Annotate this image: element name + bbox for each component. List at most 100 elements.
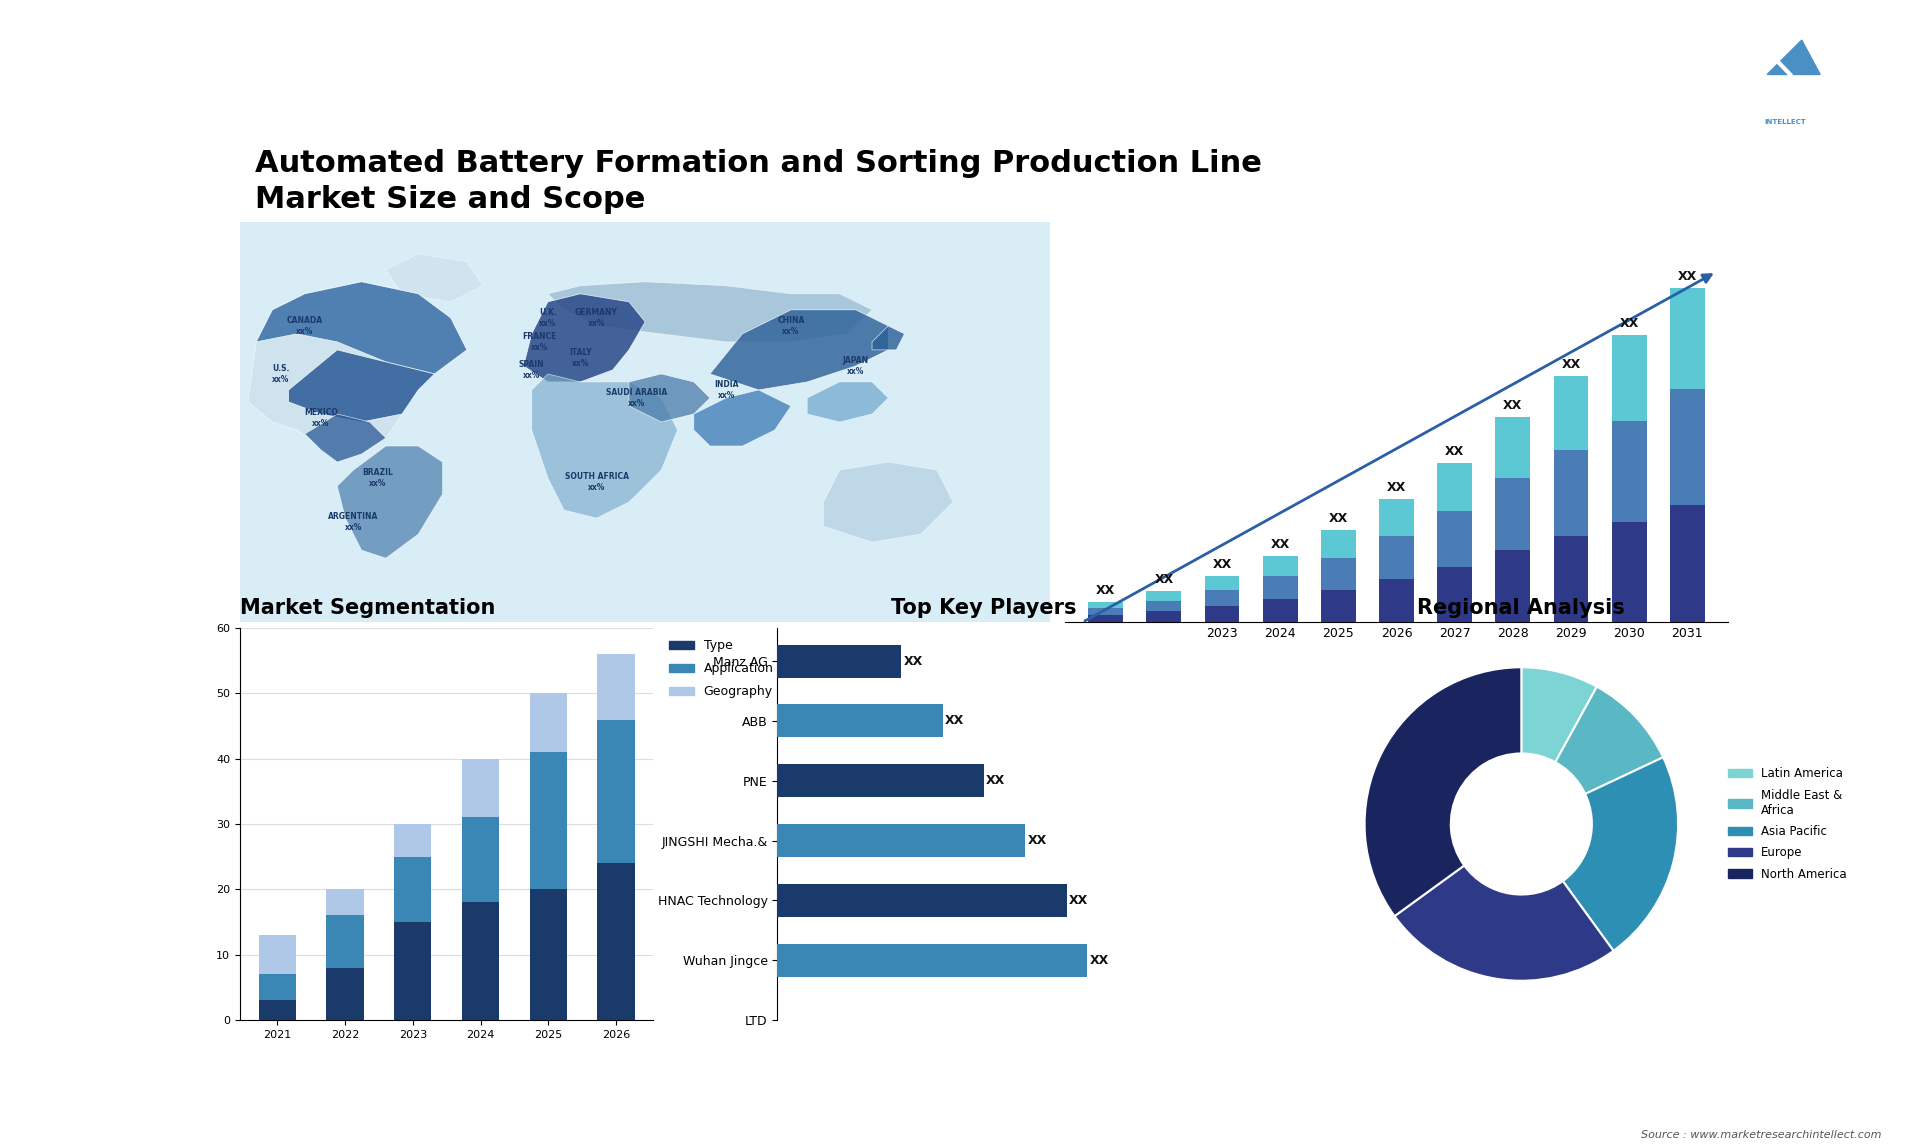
Bar [326,889,363,916]
Polygon shape [806,382,889,422]
Text: XX: XX [1678,270,1697,283]
Text: ITALY
xx%: ITALY xx% [568,348,591,368]
Text: U.S.
xx%: U.S. xx% [273,364,290,384]
Text: INDIA
xx%: INDIA xx% [714,380,739,400]
Bar [1496,417,1530,479]
Bar [778,824,1025,857]
Text: XX: XX [1089,953,1108,966]
Text: Market Segmentation: Market Segmentation [240,598,495,618]
Text: XX: XX [1386,481,1405,494]
Bar [394,824,432,857]
Text: XX: XX [1503,399,1523,411]
Text: XX: XX [1096,583,1116,597]
Bar [1670,388,1705,505]
Bar [1263,575,1298,599]
Bar [1321,590,1356,622]
Bar [1438,566,1473,622]
Bar [1611,421,1647,521]
Bar [1379,536,1413,579]
Text: MEXICO
xx%: MEXICO xx% [303,408,338,427]
Text: Automated Battery Formation and Sorting Production Line
Market Size and Scope: Automated Battery Formation and Sorting … [255,149,1261,214]
Bar [778,943,1087,976]
Polygon shape [547,282,872,342]
Text: XX: XX [1069,894,1089,906]
Legend: Type, Application, Geography: Type, Application, Geography [664,635,780,704]
Text: U.K.
xx%: U.K. xx% [540,308,557,328]
Text: JAPAN
xx%: JAPAN xx% [843,356,870,376]
Text: XX: XX [1619,316,1640,330]
Bar [778,645,900,677]
Bar [1438,463,1473,511]
Polygon shape [693,390,791,446]
Text: XX: XX [1446,445,1465,458]
Text: XX: XX [987,775,1006,787]
Bar [1146,612,1181,622]
Text: INTELLECT: INTELLECT [1764,119,1807,125]
Text: Source : www.marketresearchintellect.com: Source : www.marketresearchintellect.com [1642,1130,1882,1140]
Polygon shape [824,462,952,542]
Text: BRAZIL
xx%: BRAZIL xx% [363,469,394,488]
Text: XX: XX [904,654,924,668]
Bar [1553,376,1588,449]
Bar [1204,590,1240,606]
Wedge shape [1555,686,1663,794]
Bar [778,884,1068,917]
Bar [326,916,363,967]
Bar [259,974,296,1000]
Bar [1553,449,1588,536]
Polygon shape [386,253,484,301]
Bar [530,693,566,752]
Polygon shape [255,282,467,374]
Bar [1263,556,1298,575]
Bar [597,654,634,720]
Wedge shape [1365,667,1521,916]
Polygon shape [710,309,889,390]
Text: XX: XX [945,714,964,728]
Bar [1089,615,1123,622]
Bar [778,764,985,798]
Text: ARGENTINA
xx%: ARGENTINA xx% [328,512,378,532]
Bar [259,1000,296,1020]
Wedge shape [1521,667,1597,762]
Bar [1089,602,1123,607]
Bar [1496,479,1530,550]
Text: GERMANY
xx%: GERMANY xx% [576,308,618,328]
Polygon shape [305,414,386,462]
Text: XX: XX [1329,512,1348,525]
Bar [394,857,432,923]
Bar [1321,529,1356,558]
Bar [1379,579,1413,622]
Bar [463,759,499,817]
Bar [1146,601,1181,612]
Bar [597,863,634,1020]
Bar [1089,607,1123,615]
Text: XX: XX [1271,537,1290,550]
Bar [597,720,634,863]
Text: MARKET: MARKET [1768,83,1803,88]
Polygon shape [630,374,710,422]
Bar [463,817,499,902]
Wedge shape [1563,758,1678,951]
Title: Top Key Players: Top Key Players [891,598,1077,618]
Bar [394,923,432,1020]
Bar [326,967,363,1020]
Bar [1611,521,1647,622]
Bar [1553,536,1588,622]
Bar [1263,599,1298,622]
Bar [1379,499,1413,536]
Polygon shape [248,282,467,462]
Wedge shape [1394,865,1613,981]
Polygon shape [288,350,434,422]
Text: SAUDI ARABIA
xx%: SAUDI ARABIA xx% [607,388,668,408]
Bar [778,705,943,737]
Bar [1670,505,1705,622]
Bar [1438,511,1473,566]
Bar [1321,558,1356,590]
Polygon shape [1766,40,1820,74]
Polygon shape [524,293,645,382]
Bar [530,889,566,1020]
Bar [530,752,566,889]
Text: FRANCE
xx%: FRANCE xx% [522,332,557,352]
Text: XX: XX [1212,558,1231,571]
Text: XX: XX [1561,358,1580,371]
